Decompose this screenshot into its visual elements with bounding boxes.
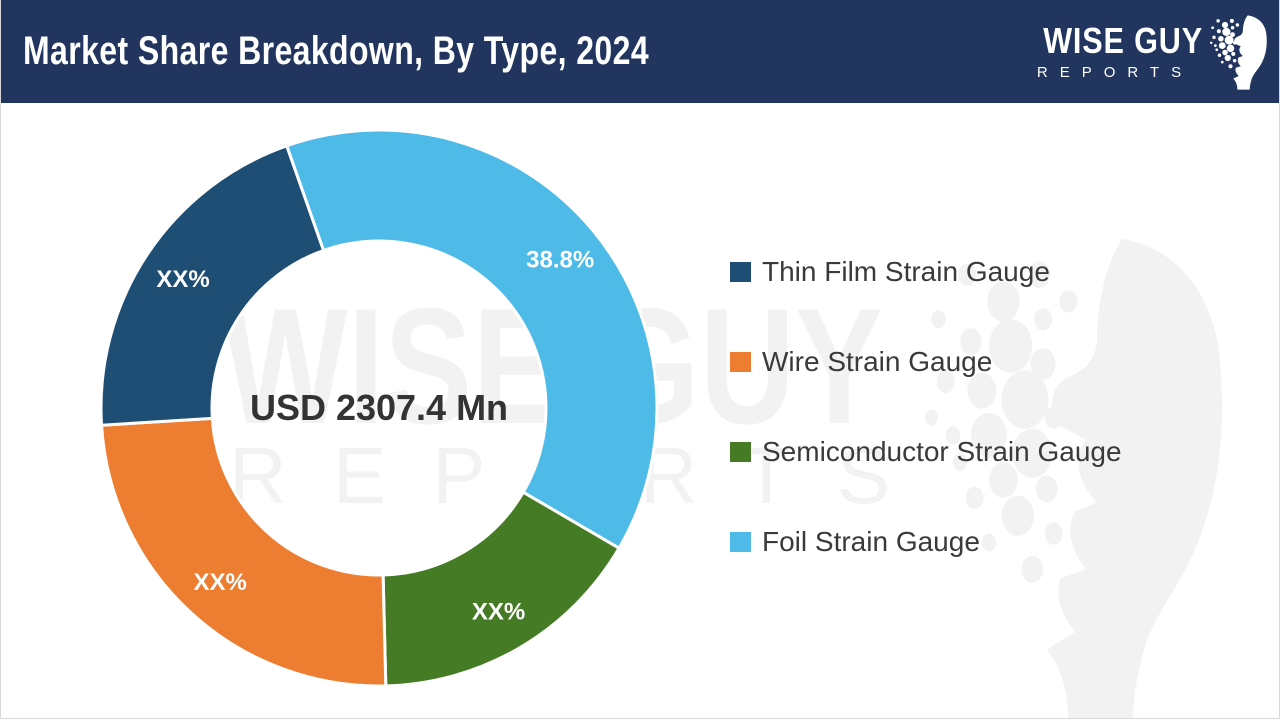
donut-segment-thin-film-strain-gauge[interactable] (99, 144, 326, 427)
donut-chart: 38.8% XX% XX% XX% (99, 128, 659, 688)
donut-segment-wire-strain-gauge[interactable] (100, 416, 388, 688)
donut-svg: 38.8% XX% XX% XX% (99, 128, 659, 688)
legend-item-semiconductor[interactable]: Semiconductor Strain Gauge (730, 436, 1122, 467)
legend-label: Semiconductor Strain Gauge (762, 436, 1122, 467)
legend-item-thin-film[interactable]: Thin Film Strain Gauge (730, 256, 1122, 287)
slice-label: XX% (194, 569, 247, 596)
logo-face-icon (1210, 15, 1267, 90)
logo-reports-text: REPORTS (1036, 64, 1194, 81)
donut-segment-semiconductor-strain-gauge[interactable] (381, 490, 621, 688)
legend-swatch-thin-film (730, 262, 751, 282)
page-title: Market Share Breakdown, By Type, 2024 (23, 29, 650, 73)
legend-label: Foil Strain Gauge (762, 526, 980, 557)
legend-label: Thin Film Strain Gauge (762, 256, 1050, 287)
donut-center-value: USD 2307.4 Mn (249, 387, 509, 428)
chart-legend: Thin Film Strain Gauge Wire Strain Gauge… (730, 256, 1122, 618)
slice-label: XX% (472, 598, 525, 625)
donut-segment-foil-strain-gauge[interactable] (285, 128, 659, 550)
wise-guy-logo: WISE GUY REPORTS (1027, 6, 1267, 98)
legend-swatch-wire (730, 352, 751, 372)
legend-swatch-semiconductor (730, 442, 751, 462)
legend-item-wire[interactable]: Wire Strain Gauge (730, 346, 1122, 377)
legend-swatch-foil (730, 532, 751, 552)
slice-label: XX% (156, 266, 209, 293)
legend-item-foil[interactable]: Foil Strain Gauge (730, 526, 1122, 557)
legend-label: Wire Strain Gauge (762, 346, 993, 377)
slice-label: 38.8% (526, 246, 594, 273)
header-bar: Market Share Breakdown, By Type, 2024 WI… (1, 0, 1279, 103)
logo-text: WISE GUY REPORTS (1015, 20, 1203, 81)
logo-wordmark: WISE GUY (1043, 20, 1203, 61)
